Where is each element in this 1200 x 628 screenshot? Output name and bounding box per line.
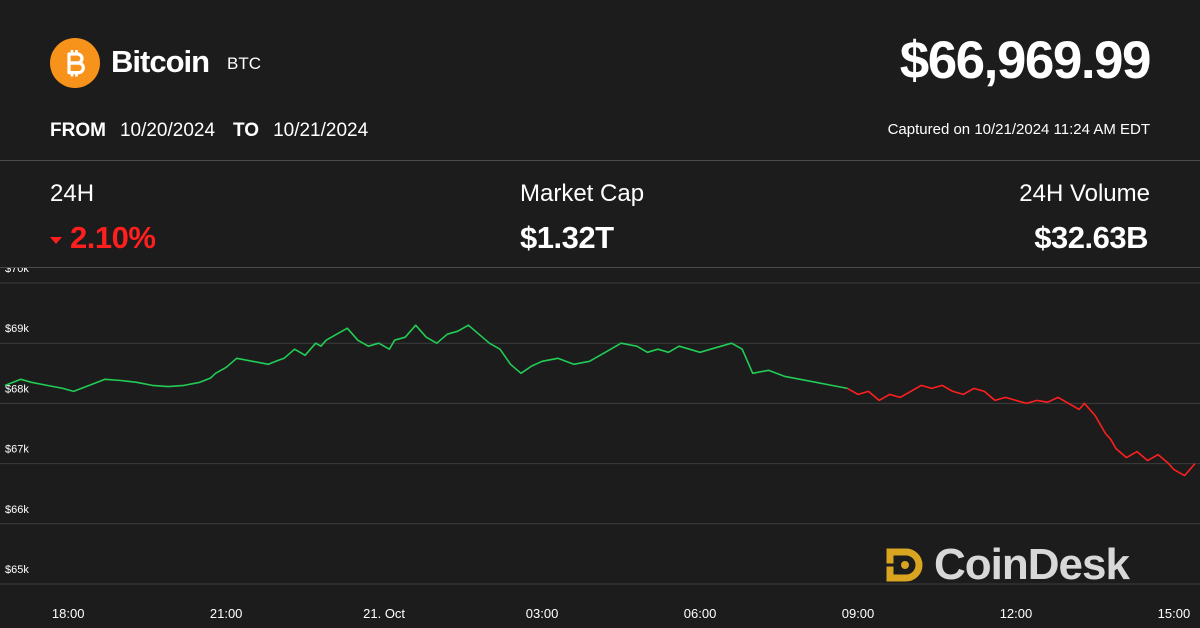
from-date: 10/20/2024 [119, 120, 216, 141]
y-tick-label: $65k [5, 564, 29, 576]
x-tick-label: 18:00 [52, 606, 85, 621]
y-tick-label: $68k [5, 383, 29, 395]
y-tick-label: $69k [5, 323, 29, 335]
from-label: FROM [50, 120, 106, 141]
x-tick-label: 03:00 [526, 606, 559, 621]
x-tick-label: 06:00 [684, 606, 717, 621]
coindesk-watermark: CoinDesk [882, 540, 1130, 590]
watermark-text: CoinDesk [934, 540, 1130, 589]
header: Bitcoin BTC $66,969.99 FROM 10/20/2024 TO 1… [0, 0, 1200, 160]
coin-name: Bitcoin [111, 44, 210, 79]
market-cap-value: $1.32T [520, 220, 614, 255]
coindesk-logo-icon [886, 548, 923, 582]
price-chart: $70k $69k $68k $67k $66k $65k 18:00 21:00 21. Oc… [0, 268, 1200, 621]
price-line-series-2 [847, 384, 1196, 477]
x-tick-label: 12:00 [1000, 606, 1033, 621]
change-percent: 2.10% [70, 220, 156, 255]
down-arrow-icon [50, 236, 62, 244]
y-tick-label: $67k [5, 444, 29, 456]
captured-timestamp: Captured on 10/21/2024 11:24 AM EDT [887, 121, 1150, 138]
x-tick-label: 21:00 [210, 606, 243, 621]
to-label: TO [233, 120, 260, 141]
volume-value: $32.63B [1034, 220, 1148, 255]
y-tick-label: $70k [5, 268, 29, 275]
coin-symbol: BTC [227, 54, 261, 73]
volume-label: 24H Volume [1019, 180, 1150, 207]
change-value: 2.10% [50, 220, 156, 256]
bitcoin-logo-icon [50, 38, 100, 88]
change-label: 24H [50, 180, 95, 207]
coin-price: $66,969.99 [899, 31, 1152, 90]
date-range: FROM 10/20/2024 TO 10/21/2024 [50, 120, 386, 142]
bitcoin-symbol-icon [67, 50, 85, 77]
x-tick-label: 09:00 [842, 606, 875, 621]
y-tick-label: $66k [5, 504, 29, 516]
stats-divider [0, 267, 1200, 268]
to-date: 10/21/2024 [273, 120, 369, 141]
header-divider [0, 160, 1200, 161]
price-line-series-1 [4, 324, 848, 393]
market-cap-label: Market Cap [520, 180, 645, 207]
x-tick-label: 15:00 [1158, 606, 1191, 621]
x-tick-label: 21. Oct [363, 606, 405, 621]
